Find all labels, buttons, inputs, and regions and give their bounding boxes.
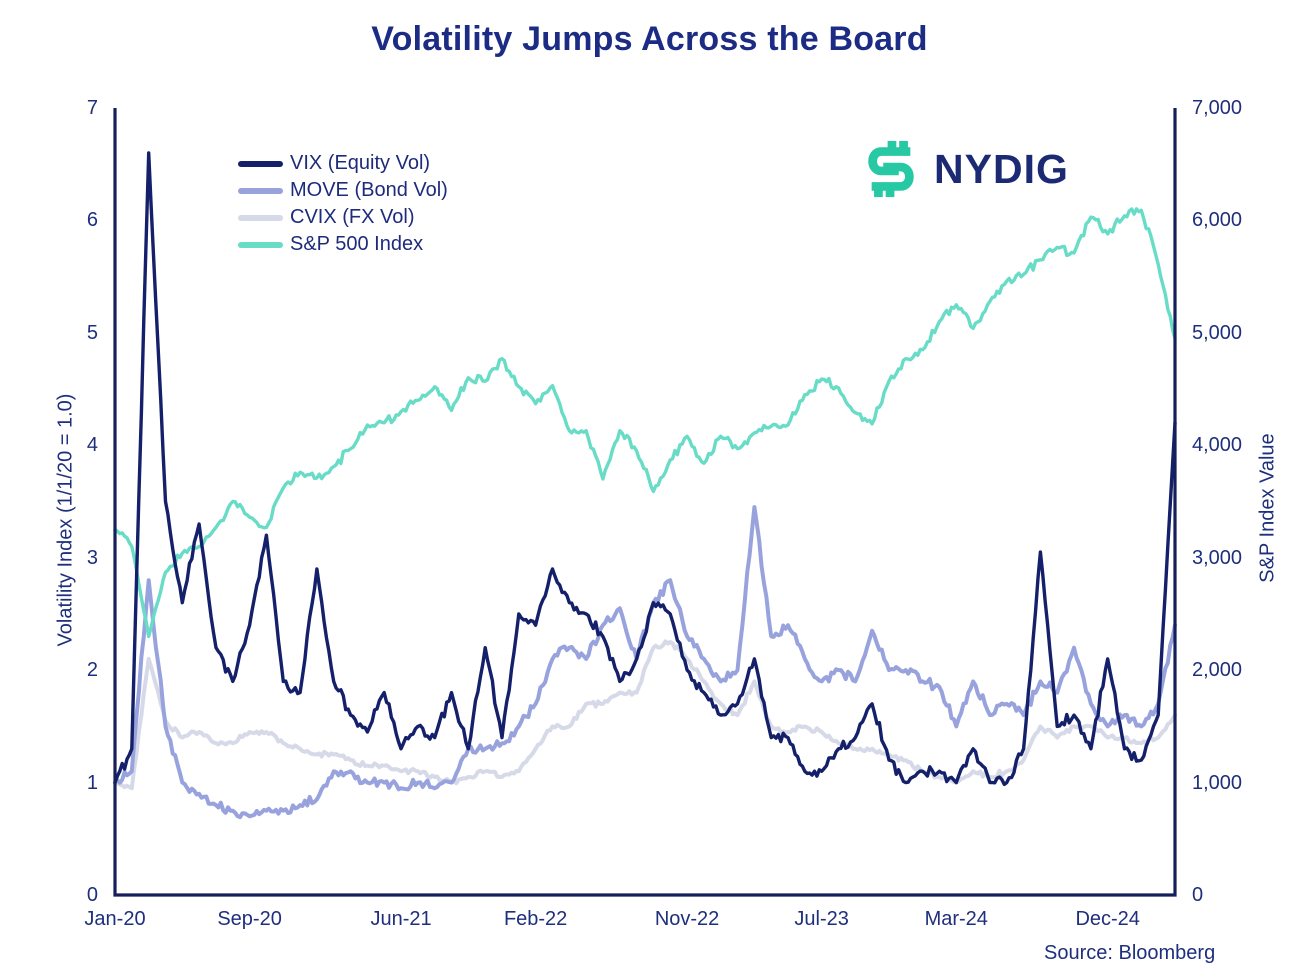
- x-axis-tick-label: Jun-21: [370, 908, 432, 930]
- chart-title: Volatility Jumps Across the Board: [371, 20, 928, 58]
- legend-label: S&P 500 Index: [290, 233, 424, 255]
- legend-item-cvix: CVIX (FX Vol): [238, 204, 448, 231]
- x-axis-tick-label: Sep-20: [217, 908, 282, 930]
- x-axis-tick-label: Dec-24: [1075, 908, 1140, 930]
- legend-swatch: [238, 241, 283, 248]
- left-axis-tick-label: 3: [86, 546, 98, 569]
- legend-item-sp: S&P 500 Index: [238, 231, 448, 258]
- right-axis-tick-label: 2,000: [1192, 659, 1243, 682]
- x-axis-tick-label: Jul-23: [794, 908, 849, 930]
- left-axis-tick-label: 6: [86, 209, 98, 232]
- right-axis-tick-label: 0: [1192, 884, 1204, 906]
- x-axis-tick-label: Nov-22: [654, 908, 720, 930]
- x-axis-tick-label: Feb-22: [503, 908, 568, 930]
- legend-label: CVIX (FX Vol): [290, 206, 415, 228]
- left-axis-tick-label: 0: [86, 884, 98, 906]
- left-axis-tick-label: 2: [86, 659, 98, 682]
- right-axis-tick-label: 5,000: [1192, 321, 1243, 344]
- legend-swatch: [238, 160, 283, 167]
- series-line-vix: [113, 151, 1177, 787]
- right-axis-tick-label: 3,000: [1192, 546, 1243, 569]
- series-line-sp: [113, 207, 1177, 639]
- left-axis-tick-label: 7: [86, 97, 98, 119]
- x-axis-tick-label: Mar-24: [924, 908, 988, 930]
- right-axis-tick-label: 4,000: [1192, 434, 1243, 457]
- nydig-logo-mark: [868, 140, 914, 198]
- x-axis-tick-label: Jan-20: [84, 908, 146, 930]
- legend-item-move: MOVE (Bond Vol): [238, 177, 448, 204]
- legend-swatch: [238, 187, 283, 194]
- left-axis-title: Volatility Index (1/1/20 = 1.0): [54, 393, 77, 647]
- axis-frame: [113, 108, 1177, 897]
- left-axis-tick-label: 5: [86, 321, 98, 344]
- chart-legend: VIX (Equity Vol) MOVE (Bond Vol) CVIX (FX …: [238, 150, 448, 258]
- right-axis-tick-label: 6,000: [1192, 209, 1243, 232]
- legend-item-vix: VIX (Equity Vol): [238, 150, 448, 177]
- left-axis-tick-label: 1: [86, 771, 98, 794]
- source-note: Source: Bloomberg: [1044, 942, 1216, 964]
- legend-swatch: [238, 214, 283, 221]
- legend-label: MOVE (Bond Vol): [290, 179, 448, 201]
- right-axis-tick-label: 1,000: [1192, 771, 1243, 794]
- series-line-cvix: [113, 639, 1177, 791]
- left-axis-tick-label: 4: [86, 434, 98, 457]
- nydig-logo-text: NYDIG: [934, 145, 1069, 192]
- legend-label: VIX (Equity Vol): [290, 152, 431, 174]
- nydig-logo: NYDIG: [860, 139, 1069, 199]
- right-axis-tick-label: 7,000: [1192, 97, 1243, 119]
